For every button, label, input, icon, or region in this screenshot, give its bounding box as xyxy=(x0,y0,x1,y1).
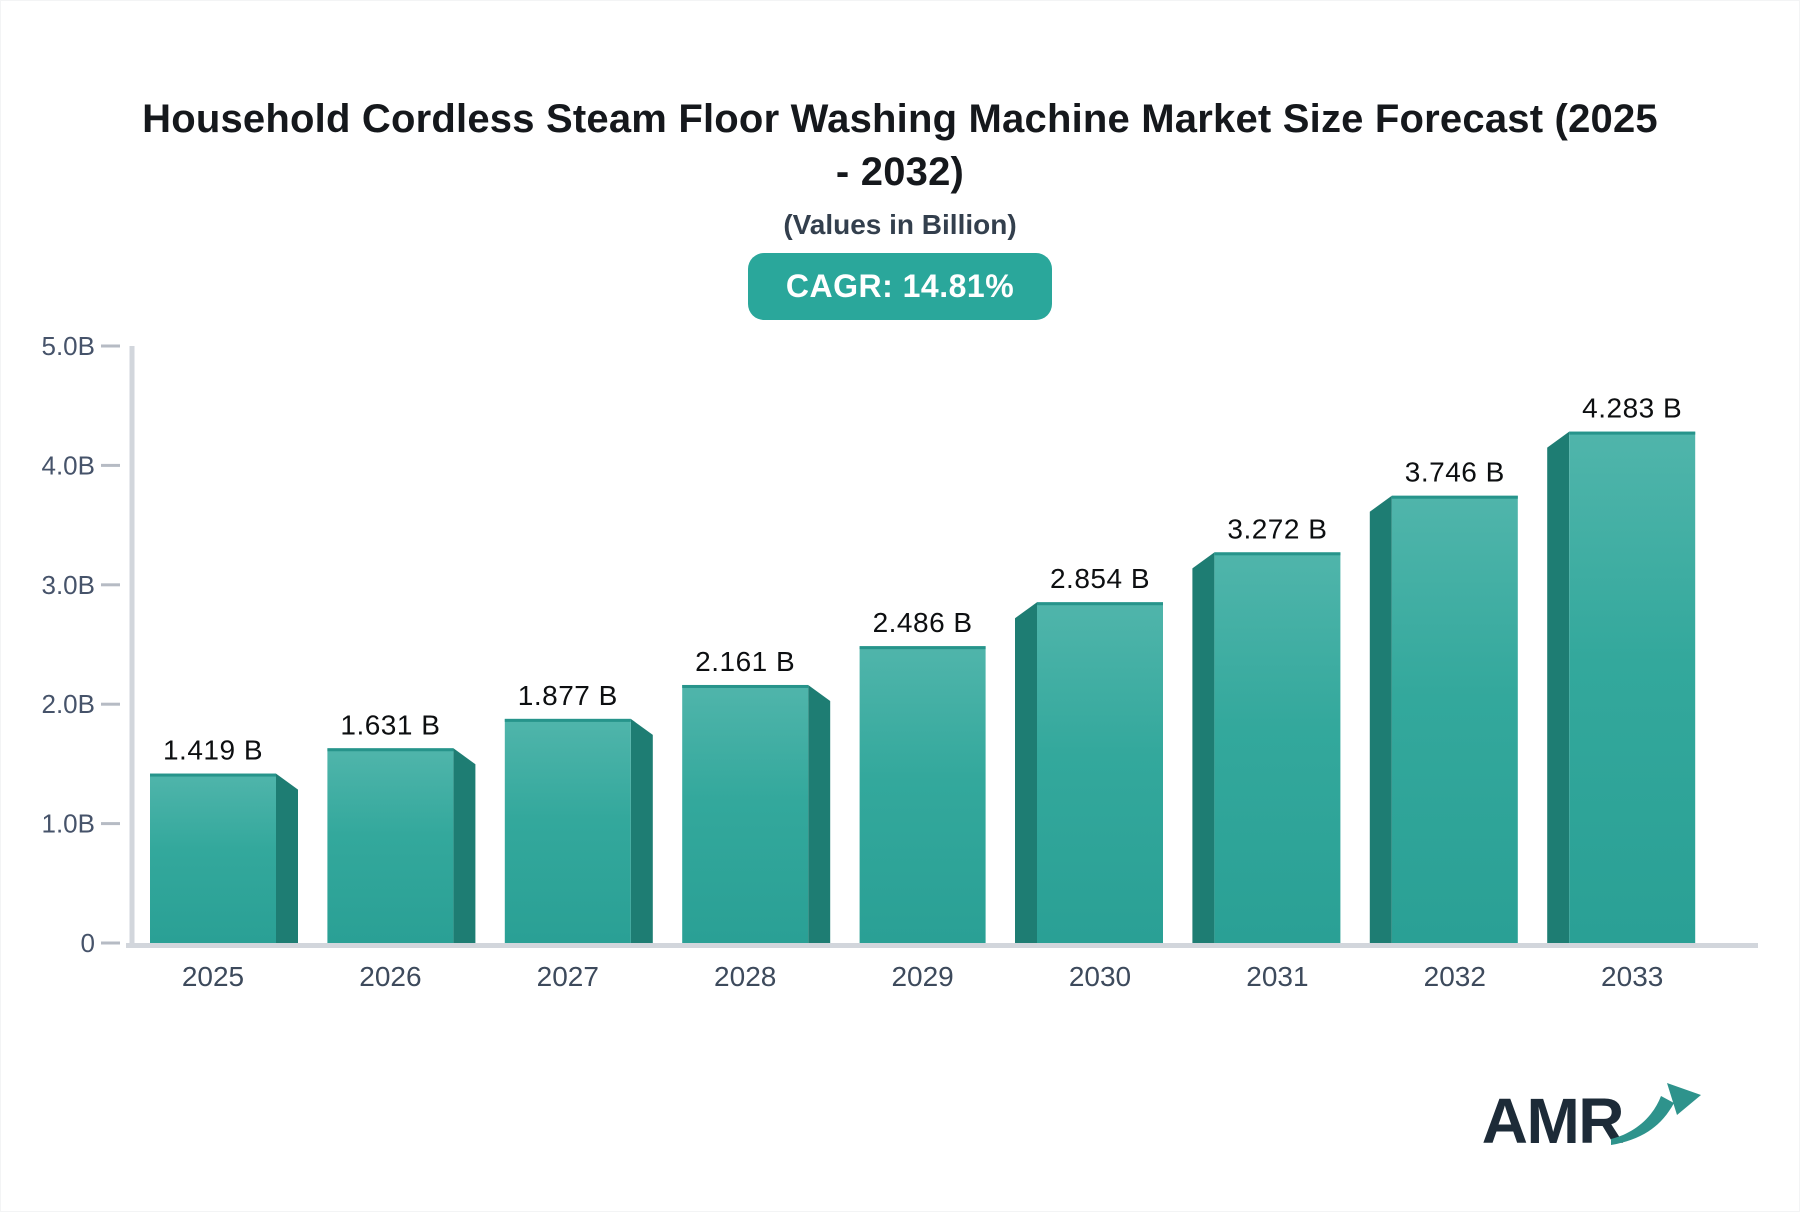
bar-front-face xyxy=(682,684,809,943)
chart-title: Household Cordless Steam Floor Washing M… xyxy=(142,97,1658,194)
bar-front-face xyxy=(327,748,454,943)
bar-value-label: 1.877 B xyxy=(518,680,618,711)
bar-top-edge xyxy=(1569,431,1696,435)
x-axis-label: 2029 xyxy=(891,961,953,992)
bar-value-label: 1.419 B xyxy=(163,735,263,766)
growth-trend-arrow-icon xyxy=(1611,1083,1701,1145)
bar-side-face xyxy=(453,748,476,943)
x-axis-label: 2032 xyxy=(1424,961,1486,992)
y-axis-tick-label: 1.0B xyxy=(42,809,96,839)
bar-top-edge xyxy=(1037,602,1163,606)
x-axis-label: 2028 xyxy=(714,961,776,992)
bar-value-label: 2.854 B xyxy=(1050,563,1150,594)
bar-2031 xyxy=(1192,552,1341,943)
bar-2025 xyxy=(150,773,298,943)
x-axis-label: 2031 xyxy=(1246,961,1308,992)
bar-front-face xyxy=(1037,602,1163,943)
bar-value-label: 4.283 B xyxy=(1582,393,1682,424)
bar-side-face xyxy=(276,773,298,943)
bar-side-face xyxy=(1015,602,1037,943)
bar-value-label: 2.486 B xyxy=(873,607,973,638)
bar-front-face xyxy=(150,773,276,943)
x-axis-label: 2027 xyxy=(537,961,599,992)
bar-2032 xyxy=(1369,495,1518,943)
bar-value-label: 1.631 B xyxy=(340,709,440,740)
bar-front-face xyxy=(859,646,986,943)
x-axis-label: 2033 xyxy=(1601,961,1663,992)
bar-2030 xyxy=(1015,602,1163,943)
bar-front-face xyxy=(1391,495,1518,943)
y-axis-tick-label: 4.0B xyxy=(42,450,96,480)
y-axis-tick xyxy=(101,702,120,706)
y-axis-tick-label: 5.0B xyxy=(42,331,96,361)
chart-subtitle: (Values in Billion) xyxy=(783,208,1017,240)
x-axis-line xyxy=(126,943,1758,948)
bar-front-face xyxy=(504,718,631,943)
y-axis-tick-label: 0 xyxy=(81,928,95,958)
bar-value-label: 2.161 B xyxy=(695,646,795,677)
bar-2028 xyxy=(682,684,831,943)
cagr-badge: CAGR: 14.81% xyxy=(747,252,1053,320)
bar-2033 xyxy=(1547,431,1696,943)
y-axis-tick-label: 3.0B xyxy=(42,570,96,600)
bar-top-edge xyxy=(150,773,276,777)
bar-front-face xyxy=(1214,552,1341,943)
bar-top-edge xyxy=(1391,495,1518,499)
bar-top-edge xyxy=(327,748,454,752)
bar-top-edge xyxy=(504,718,631,722)
y-axis-tick xyxy=(101,344,120,348)
amr-logo-text: AMR xyxy=(1481,1085,1625,1157)
bar-side-face xyxy=(1547,431,1570,943)
bar-2026 xyxy=(327,748,476,943)
y-axis-line xyxy=(129,346,135,948)
y-axis-tick xyxy=(101,941,120,945)
bar-2027 xyxy=(504,718,653,943)
bar-2029 xyxy=(859,646,986,943)
bar-value-label: 3.272 B xyxy=(1227,513,1327,544)
bar-top-edge xyxy=(1214,552,1341,556)
y-axis-tick xyxy=(101,822,120,826)
x-axis-label: 2026 xyxy=(359,961,421,992)
cagr-badge-row: CAGR: 14.81% xyxy=(1,252,1799,320)
bar-value-label: 3.746 B xyxy=(1405,457,1505,488)
y-axis-tick-label: 2.0B xyxy=(42,689,96,719)
bar-side-face xyxy=(630,718,653,943)
x-axis-label: 2030 xyxy=(1069,961,1131,992)
bar-front-face xyxy=(1569,431,1696,943)
x-axis-label: 2025 xyxy=(182,961,244,992)
y-axis-tick xyxy=(101,583,120,587)
bar-side-face xyxy=(1369,495,1392,943)
bar-top-edge xyxy=(859,646,986,650)
bar-top-edge xyxy=(682,684,809,688)
amr-logo: AMR xyxy=(1482,1083,1703,1153)
y-axis-tick xyxy=(101,463,120,467)
bar-side-face xyxy=(1192,552,1215,943)
bar-side-face xyxy=(808,684,831,943)
